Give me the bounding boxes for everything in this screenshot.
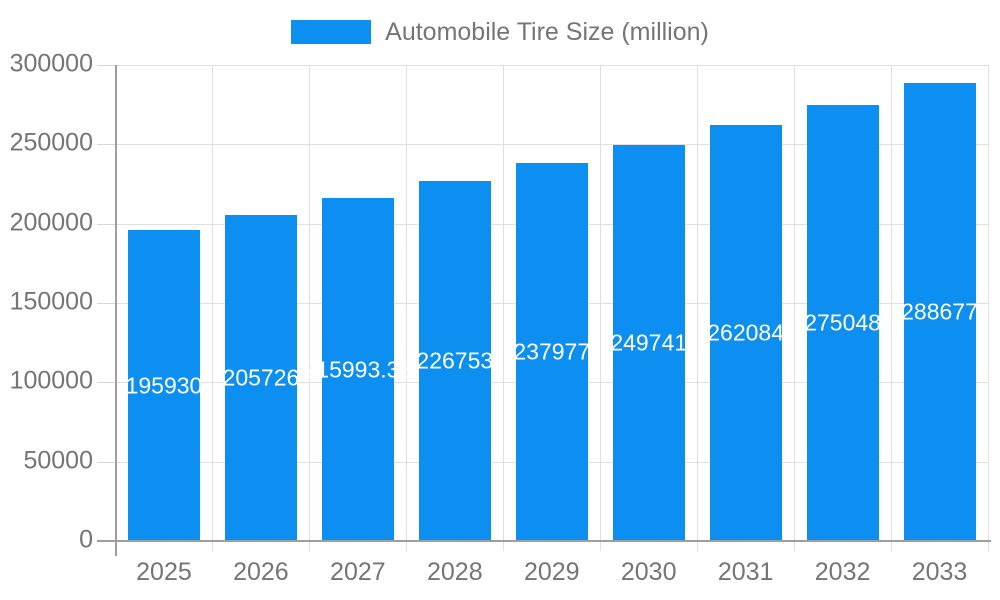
legend-swatch-icon	[291, 20, 372, 44]
y-axis-tick-label: 300000	[9, 49, 93, 78]
y-axis-line	[114, 65, 117, 556]
bar-value-label: 262084	[707, 319, 784, 346]
x-axis-tick-label: 2032	[814, 558, 871, 586]
y-axis-tick	[97, 382, 116, 384]
bar	[806, 104, 879, 541]
y-axis-tick-label: 200000	[9, 207, 93, 236]
bar-value-label: 275048	[804, 309, 881, 336]
bar	[903, 82, 976, 541]
gridline-horizontal	[115, 65, 988, 66]
y-axis-tick	[97, 144, 116, 146]
bar	[709, 125, 782, 541]
y-axis-tick-label: 50000	[23, 445, 93, 474]
bar-value-label: 195930	[125, 372, 203, 399]
y-axis-tick-label: 150000	[9, 287, 93, 316]
y-axis-tick-label: 100000	[9, 366, 93, 395]
bar	[321, 198, 394, 541]
gridline-horizontal	[115, 144, 988, 146]
bar-value-label: 249741	[610, 329, 688, 356]
bar	[224, 214, 297, 541]
bar-value-label: 205726	[222, 364, 300, 391]
x-axis-tick-label: 2033	[911, 558, 968, 586]
x-axis-tick-label: 2027	[330, 558, 386, 586]
gridline-vertical	[988, 65, 989, 551]
y-axis-tick-label: 0	[79, 525, 93, 554]
x-axis-tick-label: 2028	[426, 558, 483, 586]
bar-value-label: 215993.33	[303, 356, 413, 383]
gridline-vertical	[697, 65, 699, 551]
y-axis-tick	[97, 303, 116, 304]
bar-value-label: 237977	[513, 338, 591, 365]
x-axis-tick-label: 2026	[233, 558, 289, 586]
gridline-vertical	[406, 65, 408, 551]
x-axis-line	[97, 540, 991, 542]
x-axis-tick-label: 2025	[136, 558, 192, 586]
x-axis-tick-label: 2029	[523, 558, 580, 586]
gridline-vertical	[212, 65, 214, 551]
y-axis-tick-label: 250000	[9, 128, 93, 157]
legend[interactable]: Automobile Tire Size (million)	[0, 19, 1000, 45]
bar-value-label: 288677	[901, 298, 978, 325]
bar	[127, 230, 200, 541]
gridline-vertical	[503, 65, 505, 551]
gridline-vertical	[794, 65, 796, 551]
gridline-vertical	[891, 65, 893, 551]
gridline-vertical	[600, 65, 602, 551]
bar	[515, 163, 588, 541]
bar	[418, 181, 491, 541]
bar	[612, 144, 685, 541]
bar-value-label: 226753	[416, 347, 494, 374]
gridline-vertical	[309, 65, 311, 551]
y-axis-tick	[97, 65, 116, 66]
y-axis-tick	[97, 461, 116, 463]
x-axis-tick-label: 2031	[717, 558, 774, 586]
legend-label: Automobile Tire Size (million)	[385, 18, 709, 46]
y-axis-tick	[97, 223, 116, 225]
x-axis-tick-label: 2030	[620, 558, 677, 586]
